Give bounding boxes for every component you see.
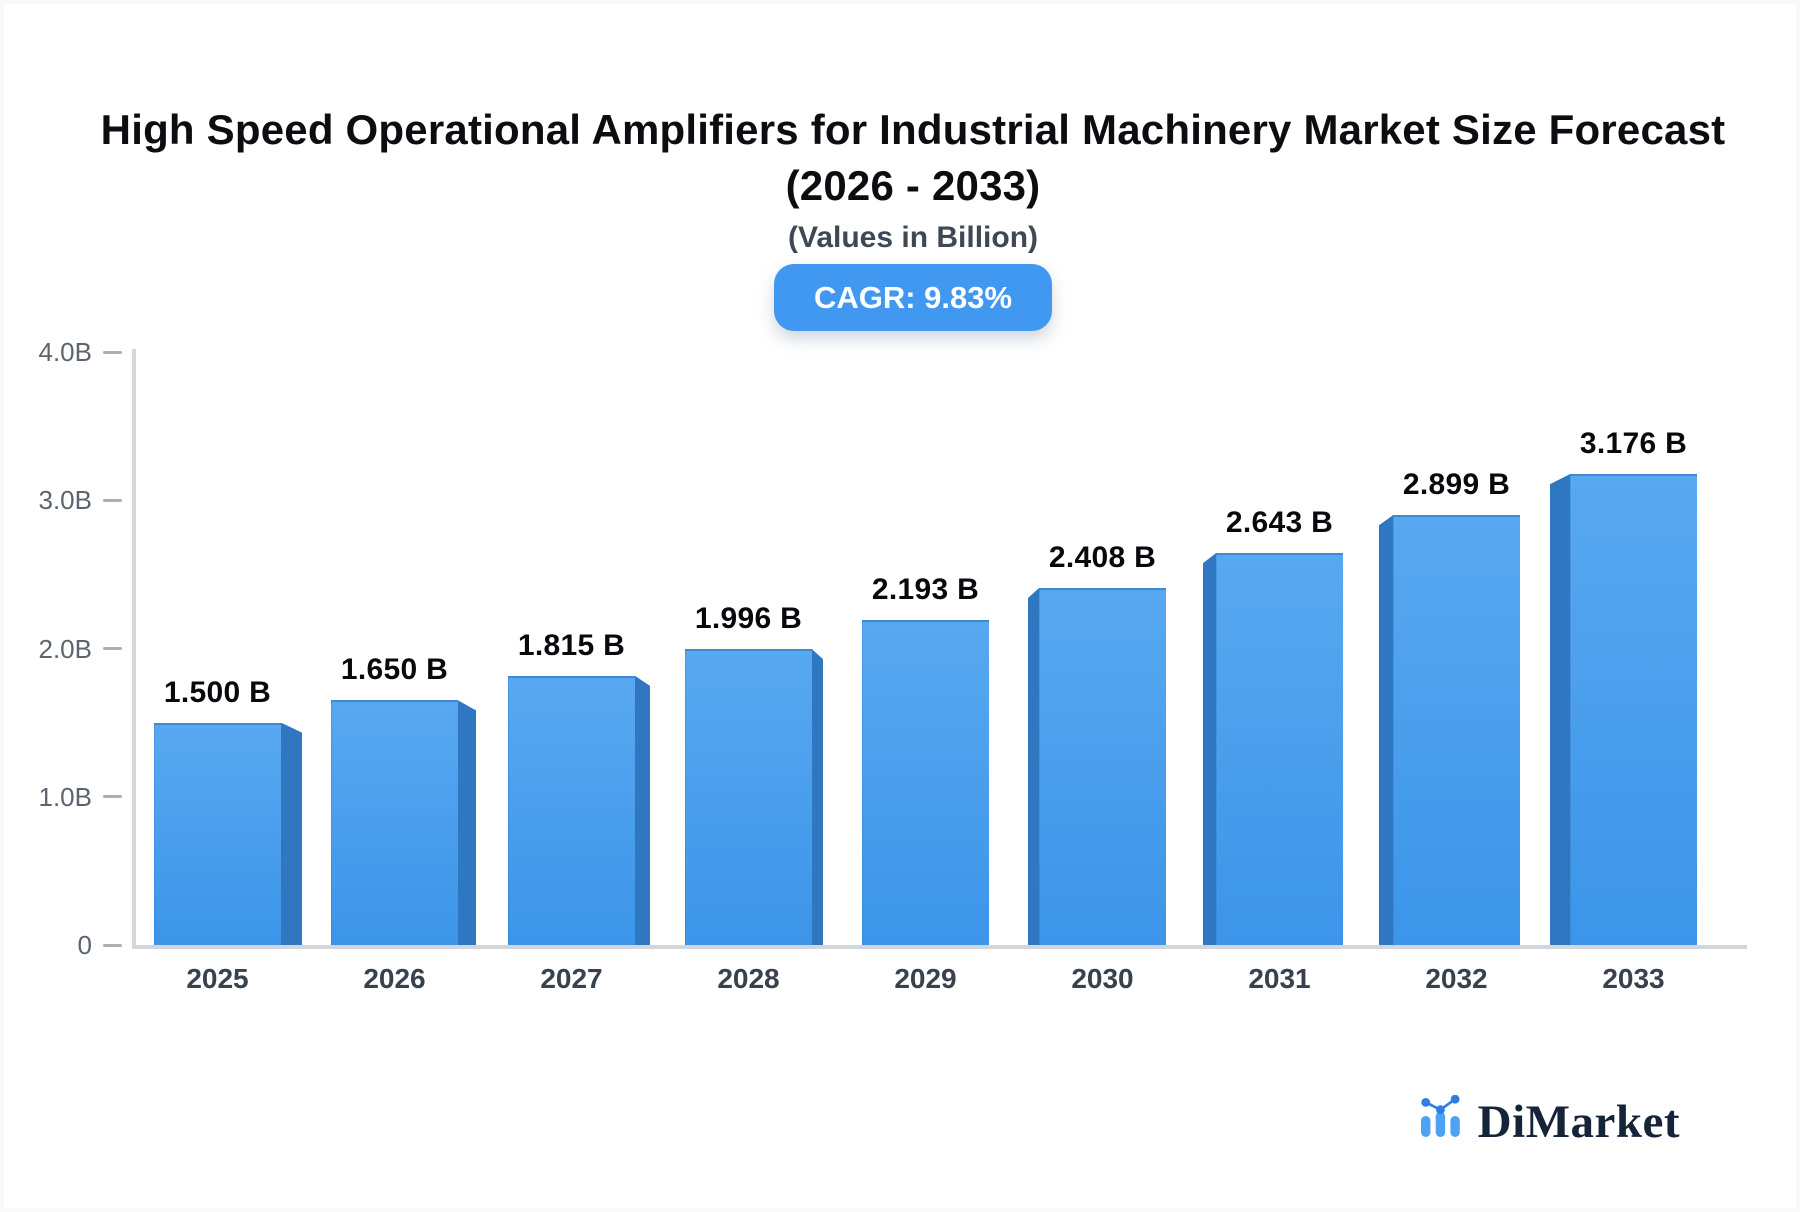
bar-value-label: 2.408 B [1048, 541, 1157, 574]
x-axis-line [132, 945, 1747, 949]
bar-value-label: 1.650 B [340, 653, 449, 687]
bar-3d-side [1550, 474, 1570, 945]
bar-value-label: 2.643 B [1225, 506, 1334, 540]
bar [508, 675, 635, 945]
bar [331, 700, 458, 945]
bar-value-label: 1.500 B [163, 675, 272, 709]
y-axis-tick-label: 3.0B [38, 485, 93, 516]
bar-value-label: 2.899 B [1402, 468, 1511, 502]
bar-value-label: 1.996 B [694, 602, 803, 636]
bar-3d-side [1203, 553, 1216, 945]
x-axis-label: 2027 [540, 963, 603, 994]
y-axis-tick [103, 647, 122, 650]
bar-value-label: 3.176 B [1579, 427, 1688, 461]
bar-chart-trend-logo-icon [1420, 1095, 1460, 1137]
x-axis-label: 2031 [1248, 963, 1311, 994]
bar-value-label: 2.193 B [871, 572, 980, 606]
y-axis-tick [103, 498, 122, 502]
chart-canvas: 4.0B 3.0B 2.0B 1.0B 0 1.500 B 2025 1.650 B 2026… [4, 4, 1796, 1208]
x-axis-label: 2026 [363, 963, 426, 994]
bar-3d-side [1028, 588, 1039, 945]
bar-3d-side [812, 649, 823, 945]
x-axis-label: 2029 [894, 963, 957, 994]
x-axis-label: 2033 [1602, 963, 1665, 994]
bar-3d-side [1379, 515, 1393, 945]
bar-value-label: 1.815 B [517, 628, 626, 662]
bar-3d-side [281, 722, 302, 945]
bar [685, 649, 812, 945]
y-axis-tick [103, 350, 122, 354]
chart-header: High Speed Operational Amplifiers for In… [4, 4, 1796, 331]
y-axis-tick [103, 943, 122, 947]
chart-subtitle: (Values in Billion) [787, 221, 1039, 254]
y-axis-tick-label: 0 [77, 930, 92, 960]
y-axis-tick-label: 2.0B [38, 633, 93, 664]
y-axis-line [132, 349, 136, 949]
dimarket-logo-text: DiMarket [1477, 1096, 1680, 1148]
plot-area: 4.0B 3.0B 2.0B 1.0B 0 1.500 B 2025 1.650 B 2026… [4, 4, 1800, 1212]
bar [1216, 553, 1343, 945]
bar [862, 619, 989, 945]
x-axis-label: 2025 [186, 963, 249, 994]
bar [154, 722, 281, 945]
chart-title-line1: High Speed Operational Amplifiers for In… [100, 106, 1726, 153]
x-axis-label: 2030 [1071, 963, 1134, 994]
y-axis-tick [103, 795, 122, 799]
dimarket-logo: DiMarket [1420, 1095, 1680, 1148]
chart-title-line2: (2026 - 2033) [785, 162, 1041, 209]
bar-3d-side [458, 700, 476, 945]
bar-3d-side [635, 675, 650, 945]
y-axis-tick-label: 1.0B [38, 781, 93, 812]
x-axis-label: 2032 [1425, 963, 1488, 994]
bar [1570, 474, 1697, 945]
y-axis-tick-label: 4.0B [38, 337, 93, 367]
x-axis-label: 2028 [717, 963, 780, 994]
bar [1393, 515, 1520, 945]
cagr-badge: CAGR: 9.83% [773, 264, 1053, 331]
bar [1039, 588, 1166, 945]
